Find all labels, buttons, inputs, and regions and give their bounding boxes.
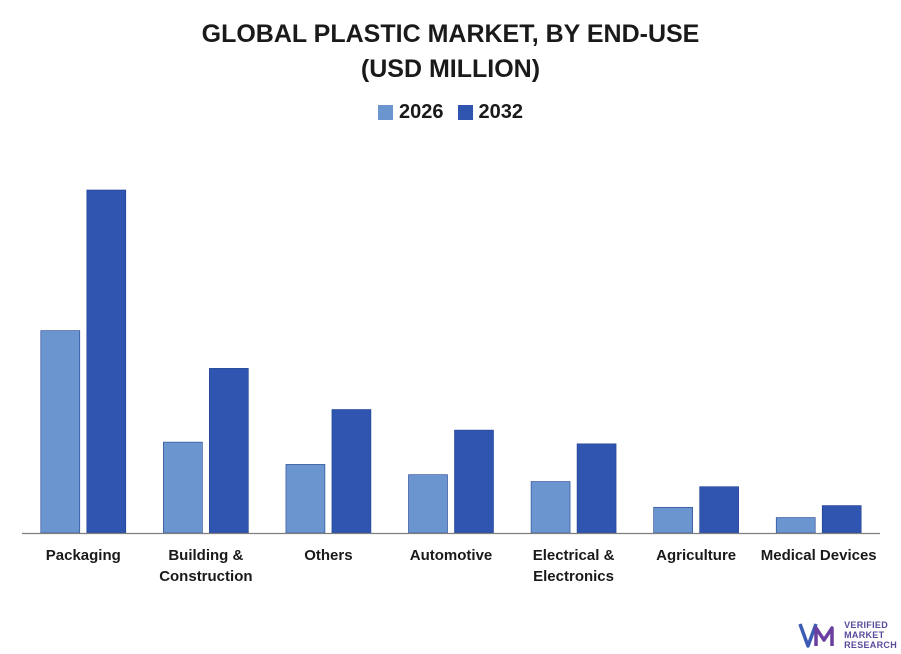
bar-2032-2 (331, 409, 372, 534)
bar-2026-4 (530, 481, 571, 534)
vmr-logo-icon (798, 623, 834, 648)
logo-line-verified: VERIFIED (844, 620, 888, 630)
legend-label-2026: 2026 (399, 101, 444, 123)
x-tick-label-1-1: Construction (159, 568, 252, 585)
verified-market-research-logo: VERIFIED MARKET RESEARCH (798, 620, 897, 650)
bar-2032-5 (699, 486, 739, 534)
x-tick-label-0-0: Packaging (46, 547, 121, 564)
logo-line-research: RESEARCH (844, 640, 897, 650)
x-tick-label-4-1: Electronics (533, 568, 614, 585)
logo-line-market: MARKET (844, 630, 885, 640)
bar-2032-4 (576, 443, 617, 534)
x-tick-label-1-0: Building & (168, 547, 243, 564)
legend-item-2032: 2032 (457, 101, 524, 124)
bar-2026-0 (40, 330, 81, 534)
legend-item-2026: 2026 (378, 101, 444, 124)
bar-2026-2 (285, 464, 326, 534)
chart-title-line-2: (USD MILLION) (360, 55, 541, 83)
x-tick-label-5-0: Agriculture (656, 547, 736, 564)
legend: 2026 2032 (0, 101, 901, 124)
x-tick-label-3-0: Automotive (410, 547, 493, 564)
bar-2032-3 (454, 429, 494, 534)
bar-2026-5 (653, 506, 693, 534)
legend-label-2032: 2032 (478, 101, 524, 123)
bar-2026-1 (163, 441, 203, 534)
x-tick-label-4-0: Electrical & (533, 547, 615, 564)
x-tick-label-2-0: Others (304, 547, 352, 564)
chart-title-line-1: GLOBAL PLASTIC MARKET, BY END-USE (201, 20, 700, 48)
bar-2032-6 (821, 505, 862, 534)
legend-swatch-2032 (457, 105, 473, 120)
bar-2032-1 (209, 368, 249, 534)
bar-2032-0 (86, 189, 127, 534)
bar-2026-3 (408, 474, 448, 534)
legend-swatch-2026 (378, 105, 393, 120)
x-tick-label-6-0: Medical Devices (761, 547, 877, 564)
bar-2026-6 (775, 517, 816, 534)
